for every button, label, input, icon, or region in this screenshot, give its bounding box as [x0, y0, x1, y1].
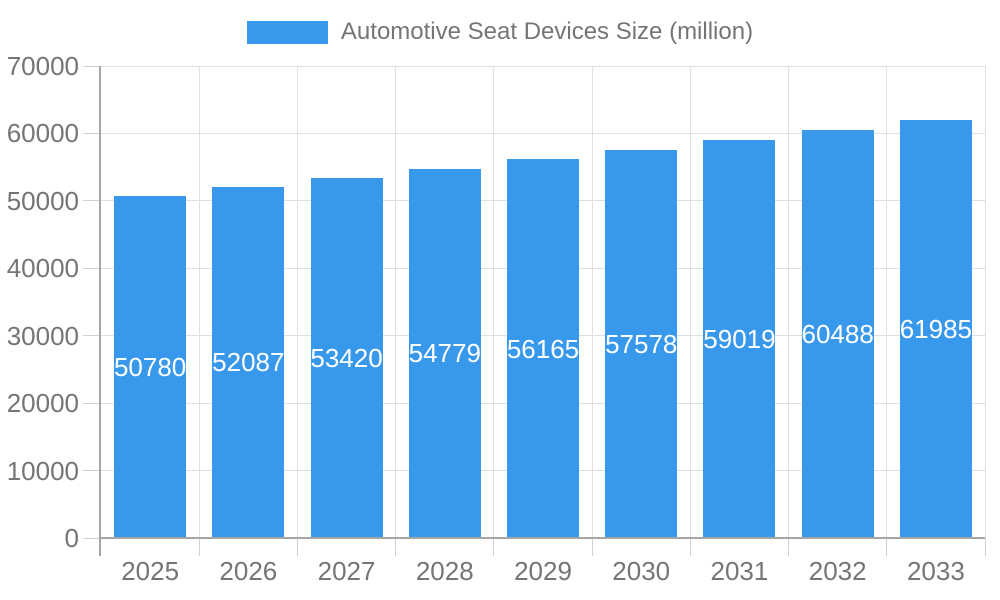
x-axis-label: 2027 [317, 556, 376, 586]
y-axis-tick [83, 402, 101, 404]
x-axis-tick [886, 538, 888, 556]
x-axis-label: 2028 [415, 556, 474, 586]
y-axis-tick [83, 132, 101, 134]
bar[interactable] [801, 130, 874, 537]
x-axis-tick [493, 538, 495, 556]
bar-value-label: 57578 [605, 328, 678, 359]
y-axis-tick [83, 470, 101, 472]
y-axis-label: 20000 [6, 388, 79, 419]
gridline-vertical [591, 66, 593, 538]
gridline-vertical [788, 66, 790, 538]
y-axis-tick [83, 537, 101, 539]
bar[interactable] [507, 159, 579, 537]
x-axis-label: 2031 [710, 556, 769, 586]
y-axis-label: 60000 [6, 118, 79, 149]
bar-value-label: 60488 [801, 319, 874, 350]
bar[interactable] [212, 186, 285, 537]
y-axis-label: 0 [64, 523, 79, 553]
legend-label: Automotive Seat Devices Size (million) [340, 18, 754, 45]
bar-value-label: 53420 [310, 342, 383, 373]
bar[interactable] [899, 120, 972, 537]
bar-value-label: 59019 [703, 324, 776, 355]
x-axis-tick [591, 538, 593, 556]
bar[interactable] [114, 195, 187, 537]
bar[interactable] [310, 177, 383, 537]
y-axis-label: 30000 [6, 320, 79, 351]
x-axis-label: 2026 [219, 556, 278, 586]
y-axis-line [99, 66, 101, 556]
x-axis-tick [395, 538, 397, 556]
bar-value-label: 50780 [113, 351, 187, 382]
x-axis-line [101, 537, 985, 539]
bar[interactable] [703, 140, 776, 537]
bar-value-label: 52087 [212, 347, 285, 378]
x-axis-tick [788, 538, 790, 556]
gridline-vertical [886, 66, 888, 538]
x-axis-tick [689, 538, 691, 556]
gridline-vertical [395, 66, 397, 538]
x-axis-tick [296, 538, 298, 556]
gridline-horizontal [101, 65, 985, 67]
bar-value-label: 54779 [408, 338, 481, 369]
gridline-vertical [493, 66, 495, 538]
y-axis-tick [83, 267, 101, 269]
y-axis-tick [83, 335, 101, 337]
y-axis-tick [83, 200, 101, 202]
x-axis-tick [198, 538, 200, 556]
gridline-horizontal [101, 132, 985, 134]
y-axis-label: 40000 [6, 253, 79, 284]
x-axis-label: 2033 [906, 556, 965, 586]
gridline-vertical [198, 66, 200, 538]
bar[interactable] [408, 168, 481, 537]
bar-value-label: 56165 [506, 333, 580, 364]
x-axis-tick [984, 538, 986, 556]
legend-swatch-icon [246, 20, 328, 44]
gridline-vertical [296, 66, 298, 538]
y-axis-label: 70000 [6, 51, 79, 81]
legend[interactable]: Automotive Seat Devices Size (million) [0, 18, 1000, 46]
bar[interactable] [605, 149, 678, 537]
x-axis-label: 2030 [612, 556, 671, 586]
x-axis-label: 2029 [514, 556, 572, 586]
x-axis-label: 2032 [808, 556, 867, 586]
y-axis-label: 50000 [6, 185, 79, 216]
gridline-vertical [984, 66, 986, 538]
x-axis-label: 2025 [121, 556, 180, 586]
bar-value-label: 61985 [899, 314, 973, 345]
y-axis-tick [83, 65, 101, 67]
gridline-vertical [689, 66, 691, 538]
y-axis-label: 10000 [6, 455, 79, 486]
